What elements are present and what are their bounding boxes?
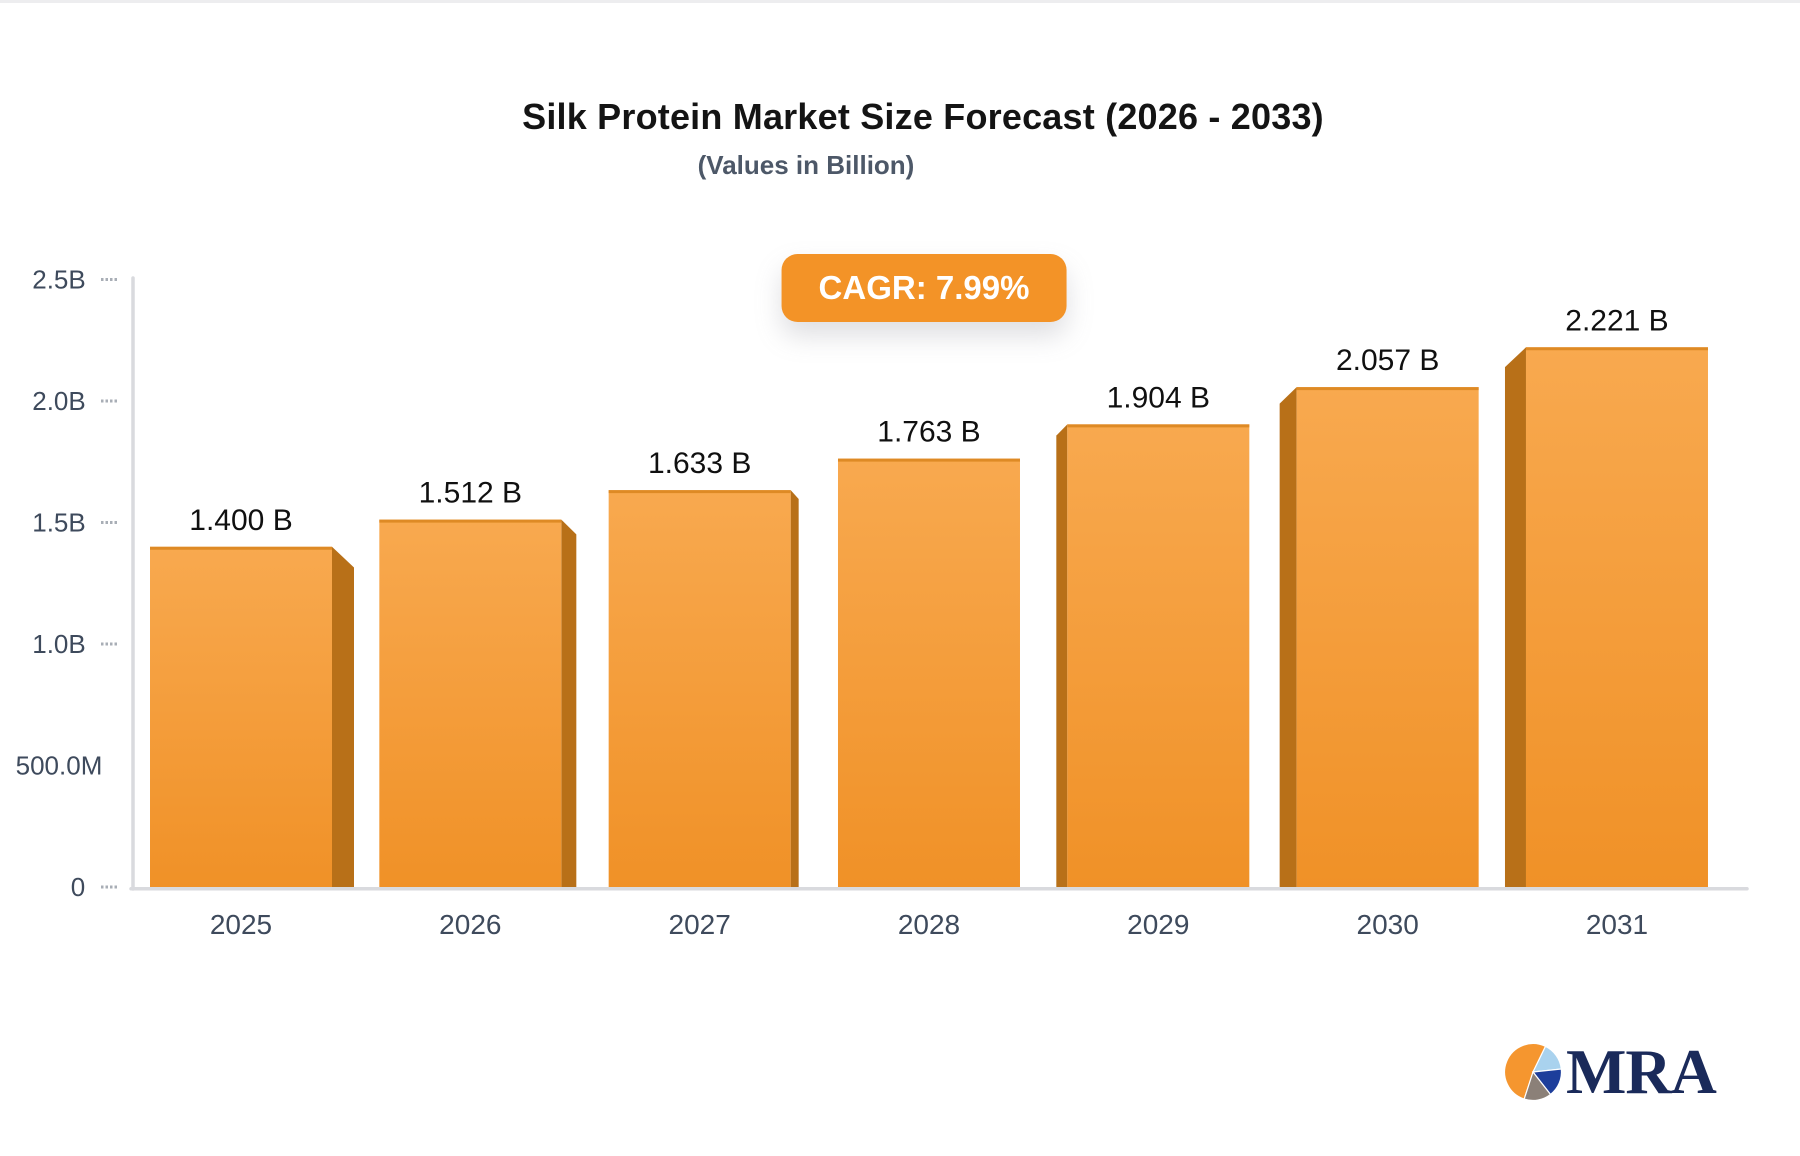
bar-2028[interactable]: 1.763 B (837, 416, 1020, 887)
bar-side-face (1279, 387, 1297, 887)
logo-text: MRA (1566, 1036, 1717, 1107)
x-axis-label: 2028 (898, 909, 960, 940)
mra-logo: MRA (1503, 1036, 1717, 1107)
bar-side-face (790, 490, 799, 887)
bar-side-face (561, 519, 577, 887)
bar-front-face (1296, 387, 1479, 887)
bar-2029[interactable]: 1.904 B (1056, 381, 1250, 887)
x-axis-label: 2029 (1127, 909, 1189, 940)
bar-front-face (150, 546, 332, 887)
bar-2031[interactable]: 2.221 B (1504, 304, 1708, 887)
bar-front-face (379, 519, 562, 887)
bar-front-face (608, 490, 791, 887)
bar-value-label: 2.057 B (1336, 344, 1439, 377)
bar-value-label: 2.221 B (1565, 304, 1668, 337)
bar-2030[interactable]: 2.057 B (1279, 344, 1479, 887)
bar-front-face (837, 458, 1020, 887)
y-axis-label: 500.0M (16, 751, 103, 781)
x-axis-label: 2027 (669, 909, 731, 940)
bar-side-face (332, 546, 354, 887)
page-top-border (0, 0, 1800, 3)
bar-value-label: 1.400 B (189, 504, 292, 537)
bar-value-label: 1.763 B (877, 416, 980, 449)
bar-front-face (1525, 347, 1708, 887)
y-axis-label: 2.0B (32, 386, 86, 416)
x-axis-label: 2031 (1586, 909, 1648, 940)
bar-front-face (1067, 424, 1250, 887)
cagr-badge: CAGR: 7.99% (781, 254, 1067, 322)
bar-2025[interactable]: 1.400 B (150, 504, 354, 887)
bar-2026[interactable]: 1.512 B (379, 477, 577, 887)
chart-title: Silk Protein Market Size Forecast (2026 … (522, 96, 1324, 137)
chart-subtitle: (Values in Billion) (697, 150, 915, 180)
bar-value-label: 1.904 B (1107, 381, 1210, 414)
y-axis-label: 1.5B (32, 508, 86, 538)
y-axis-label: 2.5B (32, 265, 86, 295)
x-axis-label: 2026 (439, 909, 501, 940)
bar-value-label: 1.512 B (419, 477, 522, 510)
bar-2027[interactable]: 1.633 B (608, 447, 799, 887)
x-axis-label: 2025 (210, 909, 272, 940)
x-axis-label: 2030 (1357, 909, 1419, 940)
pie-chart-icon (1503, 1042, 1563, 1102)
bar-value-label: 1.633 B (648, 447, 751, 480)
bar-side-face (1504, 347, 1526, 887)
y-axis-label: 0 (71, 872, 85, 902)
bar-side-face (1056, 424, 1068, 887)
y-axis-label: 1.0B (32, 629, 86, 659)
